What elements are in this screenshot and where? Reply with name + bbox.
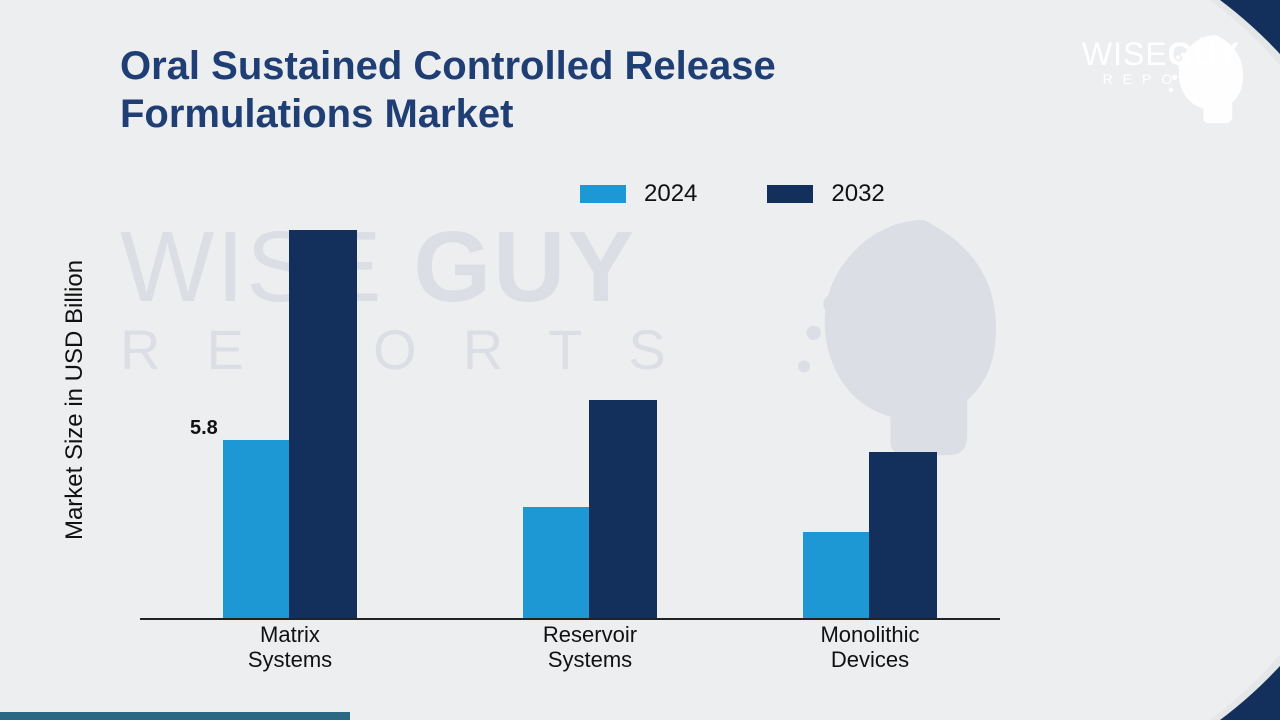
chart-title: Oral Sustained Controlled Release Formul… [120,42,860,138]
brand-name-bold: GUY [1168,36,1240,72]
bar-reservoir-2032 [589,400,657,619]
x-label-monolithic: Monolithic Devices [780,618,960,673]
y-axis-label: Market Size in USD Billion [60,180,90,620]
bar-group-reservoir: Reservoir Systems [500,400,680,619]
brand-logo: WISEGUY REPORTS [1082,36,1240,87]
plot-area: 5.8 Matrix Systems Reservoir Systems Mo [140,220,1000,620]
legend-swatch-2024 [580,185,626,203]
legend-label-2032: 2032 [831,180,884,208]
legend-label-2024: 2024 [644,180,697,208]
bar-reservoir-2024 [523,507,591,618]
legend: 2024 2032 [580,180,885,208]
bar-monolithic-2032 [869,452,937,618]
bar-value-label: 5.8 [190,417,218,440]
bar-matrix-2024 [223,440,291,619]
brand-subtitle: REPORTS [1082,71,1240,87]
infographic-canvas: { "title": "Oral Sustained Controlled Re… [0,0,1280,720]
bar-monolithic-2024 [803,532,871,618]
brand-name-main: WISE [1082,36,1168,72]
bar-matrix-2032 [289,230,357,618]
bar-group-monolithic: Monolithic Devices [780,452,960,618]
brand-name: WISEGUY [1082,36,1240,73]
legend-item-2024: 2024 [580,180,697,208]
legend-item-2032: 2032 [767,180,884,208]
bar-chart: 2024 2032 Market Size in USD Billion 5.8… [60,180,1020,700]
x-label-reservoir: Reservoir Systems [500,618,680,673]
bottom-accent-bar [0,712,350,720]
x-label-matrix: Matrix Systems [200,618,380,673]
legend-swatch-2032 [767,185,813,203]
bar-group-matrix: 5.8 Matrix Systems [200,230,380,618]
